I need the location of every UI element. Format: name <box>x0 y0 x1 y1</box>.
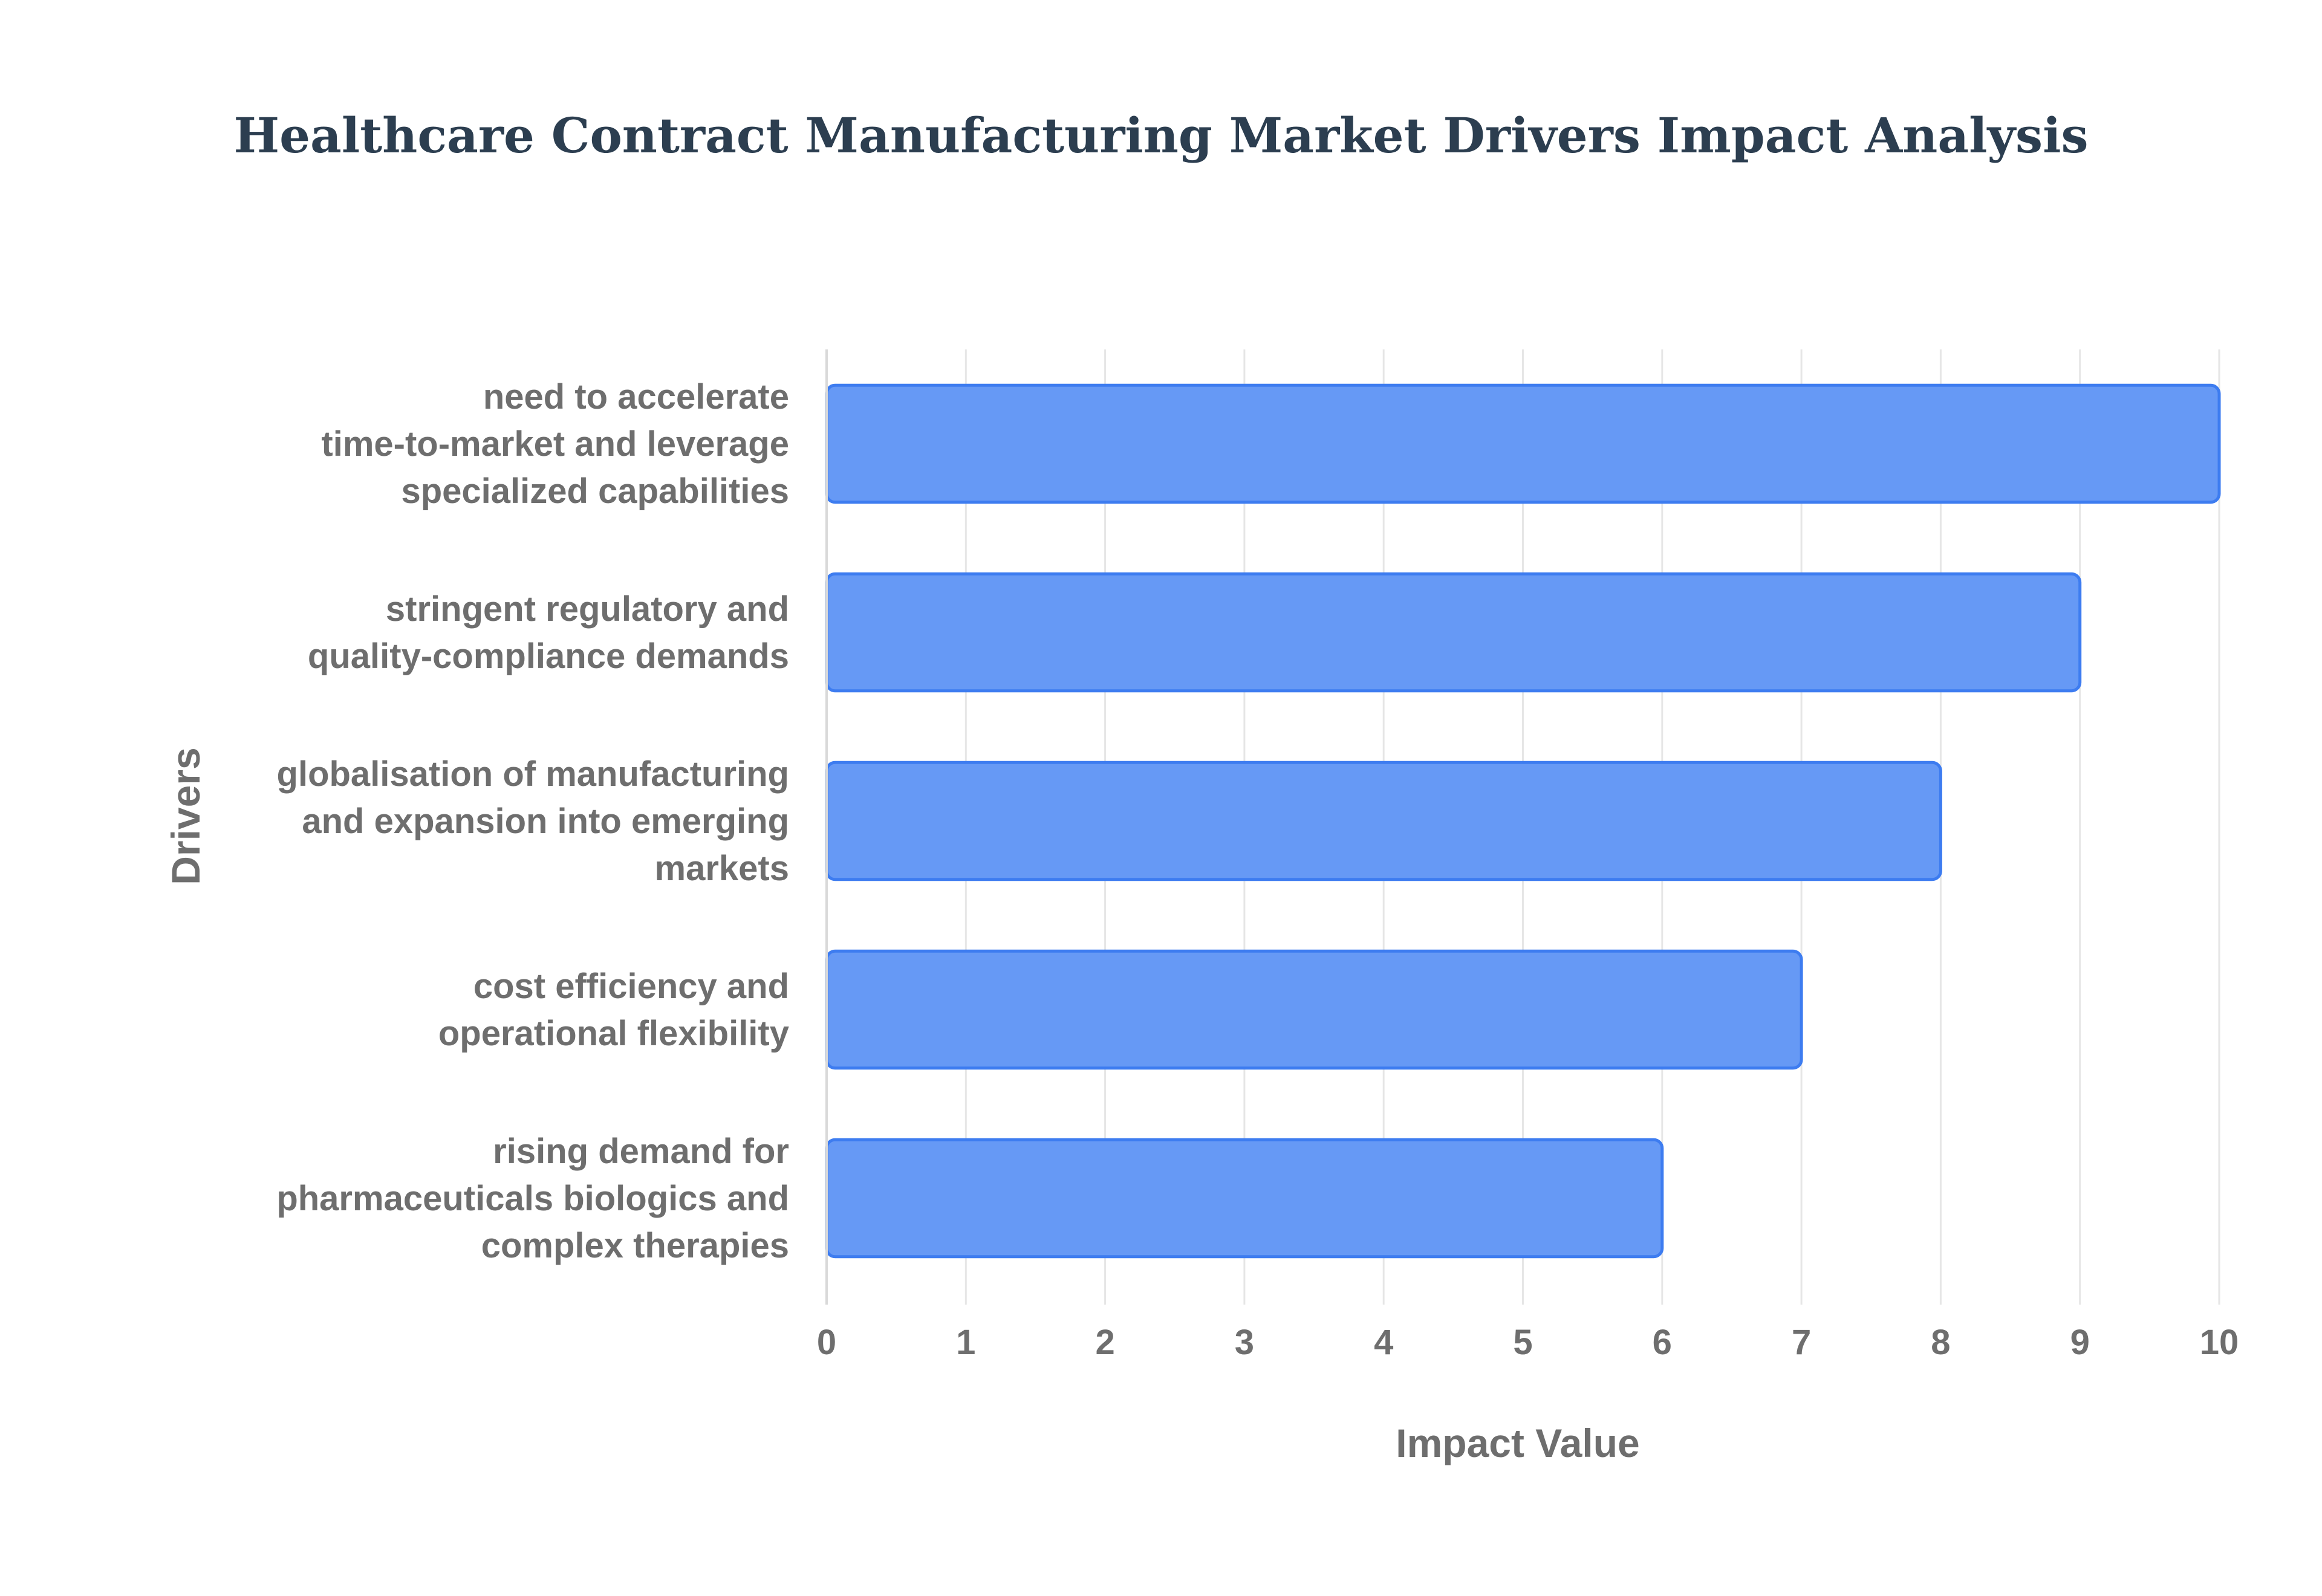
category-label-line: rising demand for <box>493 1132 789 1171</box>
category-label: globalisation of manufacturing and expans… <box>277 754 789 888</box>
category-label-line: and expansion into emerging <box>302 802 789 841</box>
x-tick-label: 0 <box>817 1323 836 1362</box>
category-labels: need to accelerate time-to-market and lev… <box>276 377 789 1265</box>
x-tick-label: 10 <box>2200 1323 2239 1362</box>
y-axis-title: Drivers <box>163 747 208 885</box>
x-tick-label: 4 <box>1374 1323 1393 1362</box>
x-tick-label: 6 <box>1653 1323 1672 1362</box>
category-label-line: globalisation of manufacturing <box>277 754 789 794</box>
category-label: rising demand for pharmaceuticals biologi… <box>276 1132 789 1265</box>
category-label-line: complex therapies <box>481 1226 789 1265</box>
category-label-line: need to accelerate <box>483 377 789 417</box>
x-tick-label: 1 <box>956 1323 975 1362</box>
category-label-line: pharmaceuticals biologics and <box>276 1179 789 1218</box>
category-label-line: markets <box>655 849 789 888</box>
x-tick-label: 3 <box>1235 1323 1254 1362</box>
x-tick-labels: 0 1 2 3 4 5 6 7 8 9 10 <box>817 1323 2239 1362</box>
category-label-line: time-to-market and leverage <box>321 424 789 464</box>
bar <box>825 572 2082 693</box>
bar-layer <box>825 383 2221 1259</box>
x-axis-title: Impact Value <box>1396 1421 1640 1465</box>
bar <box>825 949 1803 1070</box>
category-label-line: specialized capabilities <box>401 472 789 511</box>
chart-title: Healthcare Contract Manufacturing Market… <box>234 107 2089 164</box>
category-label: need to accelerate time-to-market and lev… <box>321 377 789 511</box>
category-label-line: operational flexibility <box>438 1014 789 1053</box>
bar <box>825 1138 1664 1259</box>
x-tick-label: 8 <box>1931 1323 1950 1362</box>
category-label-line: quality-compliance demands <box>308 637 789 676</box>
x-tick-label: 9 <box>2070 1323 2090 1362</box>
x-tick-label: 7 <box>1792 1323 1811 1362</box>
x-tick-label: 5 <box>1513 1323 1532 1362</box>
bar <box>825 761 1942 881</box>
category-label: cost efficiency and operational flexibili… <box>438 967 789 1053</box>
category-label: stringent regulatory and quality-complian… <box>308 589 789 676</box>
x-tick-label: 2 <box>1095 1323 1114 1362</box>
bar <box>825 383 2221 504</box>
category-label-line: stringent regulatory and <box>386 589 789 629</box>
category-label-line: cost efficiency and <box>473 967 789 1006</box>
